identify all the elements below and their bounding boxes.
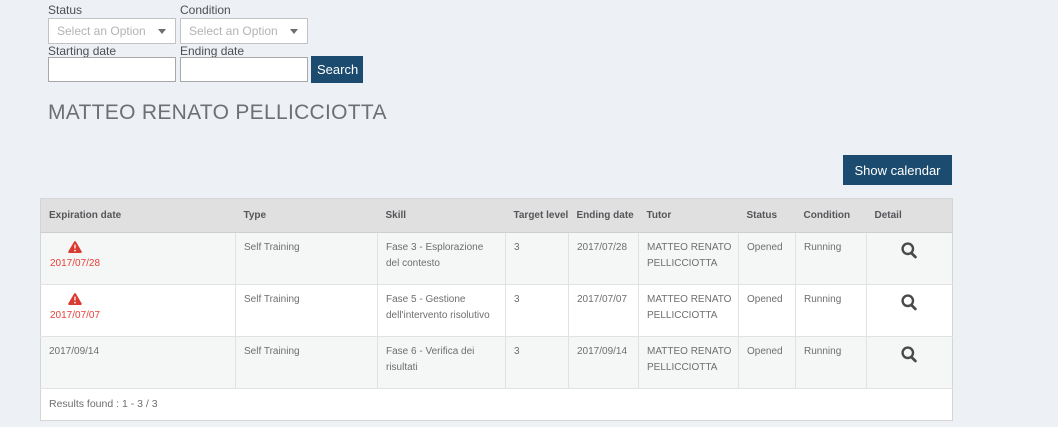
status-filter-label: Status (48, 3, 83, 17)
expiration-date-text: 2017/07/07 (50, 310, 101, 321)
column-header-status: Status (738, 198, 796, 233)
ending-date-cell: 2017/09/14 (568, 336, 639, 389)
detail-button[interactable] (896, 239, 923, 262)
column-header-condition: Condition (795, 198, 867, 233)
ending-date-input[interactable] (180, 57, 308, 82)
table-row: 2017/07/07 Self Training Fase 5 - Gestio… (40, 284, 953, 337)
table-header-row: Expiration date Type Skill Target level … (40, 198, 953, 233)
expiration-date-cell: 2017/09/14 (40, 336, 236, 389)
table-footer-row: Results found : 1 - 3 / 3 (40, 388, 953, 421)
warning-icon (50, 293, 100, 305)
search-button[interactable]: Search (311, 56, 363, 83)
table-row: 2017/07/28 Self Training Fase 3 - Esplor… (40, 232, 953, 285)
magnifier-icon (900, 242, 919, 263)
skill-cell: Fase 6 - Verifica dei risultati (377, 336, 506, 389)
tutor-cell: MATTEO RENATO PELLICCIOTTA (638, 336, 739, 389)
detail-button[interactable] (896, 291, 923, 314)
condition-filter-label: Condition (180, 3, 231, 17)
condition-cell: Running (795, 232, 867, 285)
tutor-cell: MATTEO RENATO PELLICCIOTTA (638, 232, 739, 285)
table-row: 2017/09/14 Self Training Fase 6 - Verifi… (40, 336, 953, 389)
target-level-cell: 3 (505, 336, 569, 389)
detail-cell (866, 284, 953, 337)
expiration-date-cell: 2017/07/07 (40, 284, 236, 337)
chevron-down-icon (290, 28, 298, 34)
condition-cell: Running (795, 284, 867, 337)
status-cell: Opened (738, 336, 796, 389)
condition-select-placeholder: Select an Option (189, 24, 278, 38)
ending-date-cell: 2017/07/07 (568, 284, 639, 337)
status-cell: Opened (738, 232, 796, 285)
column-header-detail: Detail (866, 198, 953, 233)
skill-cell: Fase 5 - Gestione dell'intervento risolu… (377, 284, 506, 337)
expiration-date-text: 2017/07/28 (50, 258, 101, 269)
column-header-type: Type (235, 198, 378, 233)
status-cell: Opened (738, 284, 796, 337)
tutor-cell: MATTEO RENATO PELLICCIOTTA (638, 284, 739, 337)
column-header-expiration-date: Expiration date (40, 198, 236, 233)
type-cell: Self Training (235, 284, 378, 337)
target-level-cell: 3 (505, 284, 569, 337)
status-select-placeholder: Select an Option (57, 24, 146, 38)
column-header-target-level: Target level (505, 198, 569, 233)
results-count: Results found : 1 - 3 / 3 (40, 388, 953, 421)
type-cell: Self Training (235, 336, 378, 389)
expiration-date-text: 2017/09/14 (49, 346, 100, 357)
page-title: MATTEO RENATO PELLICCIOTTA (48, 101, 387, 124)
status-select[interactable]: Select an Option (48, 18, 176, 44)
detail-cell (866, 336, 953, 389)
magnifier-icon (900, 294, 919, 315)
starting-date-input[interactable] (48, 57, 176, 82)
ending-date-label: Ending date (180, 44, 245, 58)
magnifier-icon (900, 346, 919, 367)
detail-cell (866, 232, 953, 285)
starting-date-label: Starting date (48, 44, 117, 58)
type-cell: Self Training (235, 232, 378, 285)
condition-select[interactable]: Select an Option (180, 18, 308, 44)
column-header-tutor: Tutor (638, 198, 739, 233)
column-header-skill: Skill (377, 198, 506, 233)
expiration-date-cell: 2017/07/28 (40, 232, 236, 285)
detail-button[interactable] (896, 343, 923, 366)
skill-cell: Fase 3 - Esplorazione del contesto (377, 232, 506, 285)
show-calendar-button[interactable]: Show calendar (843, 155, 952, 185)
chevron-down-icon (158, 28, 166, 34)
warning-icon (50, 241, 100, 253)
ending-date-cell: 2017/07/28 (568, 232, 639, 285)
condition-cell: Running (795, 336, 867, 389)
results-table: Expiration date Type Skill Target level … (40, 198, 953, 421)
column-header-ending-date: Ending date (568, 198, 639, 233)
target-level-cell: 3 (505, 232, 569, 285)
